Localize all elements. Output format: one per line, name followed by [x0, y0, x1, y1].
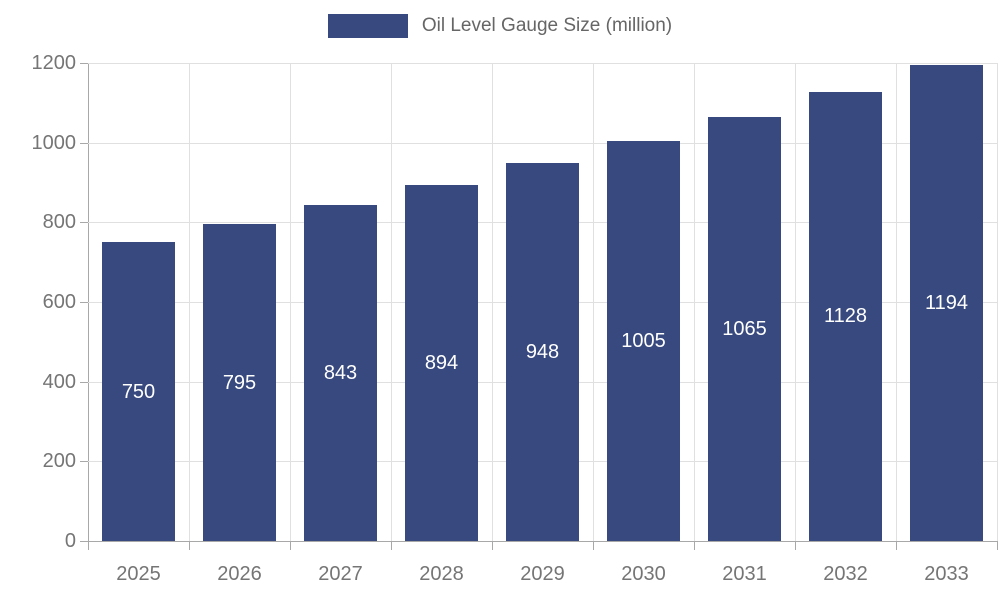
x-axis-tick	[391, 542, 392, 550]
bar-value-label: 843	[323, 362, 358, 385]
gridline-vertical	[997, 63, 998, 541]
bar-value-label: 795	[222, 371, 257, 394]
bar-value-label: 948	[525, 341, 560, 364]
legend-swatch	[327, 14, 408, 38]
gridline-vertical	[896, 63, 897, 541]
bar-value-label: 1005	[621, 329, 666, 352]
y-axis-tick-label: 1000	[31, 131, 77, 154]
y-axis-tick-label: 200	[42, 450, 76, 473]
bar-2032: 1128	[809, 91, 882, 541]
y-axis-tick	[80, 541, 88, 542]
bar-2026: 795	[203, 224, 276, 541]
gridline-vertical	[795, 63, 796, 541]
y-axis-line	[88, 63, 89, 549]
bar-value-label: 1065	[722, 317, 767, 340]
legend-item[interactable]: Oil Level Gauge Size (million)	[327, 14, 673, 38]
gridline-horizontal	[88, 63, 997, 64]
bar-value-label: 750	[121, 380, 156, 403]
bar-value-label: 1194	[924, 292, 968, 315]
y-axis-tick	[80, 142, 88, 144]
x-axis-tick-label: 2033	[924, 563, 969, 585]
gridline-vertical	[290, 63, 291, 541]
x-axis-tick	[593, 542, 594, 550]
bar-2028: 894	[405, 184, 478, 541]
bar-value-label: 1128	[823, 305, 867, 328]
y-axis-tick-label: 400	[42, 370, 76, 393]
x-axis-tick-label: 2028	[419, 563, 464, 585]
x-axis-tick-label: 2026	[217, 563, 262, 585]
gridline-vertical	[189, 63, 190, 541]
bar-2031: 1065	[708, 116, 781, 541]
chart-legend: Oil Level Gauge Size (million)	[0, 14, 1000, 38]
bar-2025: 750	[102, 242, 175, 541]
bar-2029: 948	[506, 163, 579, 541]
x-axis-tick	[896, 542, 897, 550]
x-axis-tick	[997, 542, 998, 550]
legend-label: Oil Level Gauge Size (million)	[421, 15, 673, 36]
bar-2033: 1194	[910, 65, 983, 541]
y-axis-tick-label: 800	[42, 211, 76, 234]
x-axis-tick-label: 2030	[621, 563, 666, 585]
y-axis-tick	[80, 381, 88, 383]
x-axis-tick	[492, 542, 493, 550]
x-axis-tick	[694, 542, 695, 550]
x-axis-tick	[189, 542, 190, 550]
x-axis-tick-label: 2032	[823, 563, 868, 585]
y-axis-tick-label: 600	[42, 291, 76, 313]
y-axis-tick	[80, 302, 88, 303]
gridline-vertical	[492, 63, 493, 541]
gridline-vertical	[694, 63, 695, 541]
bar-value-label: 894	[424, 351, 459, 374]
y-axis-tick-label: 0	[64, 530, 76, 552]
x-axis-line	[88, 541, 998, 542]
x-axis-tick	[290, 542, 291, 550]
y-axis-tick	[80, 63, 88, 64]
x-axis-tick-label: 2025	[116, 563, 161, 585]
gridline-horizontal	[88, 142, 997, 144]
x-axis-tick-label: 2031	[722, 563, 767, 585]
y-axis-tick-label: 1200	[31, 52, 77, 74]
bar-2027: 843	[304, 205, 377, 541]
plot-area: 750 795 843 894 948 1005 1065 1128 1194	[88, 63, 998, 541]
gridline-vertical	[593, 63, 594, 541]
gridline-vertical	[391, 63, 392, 541]
y-axis-tick	[80, 222, 88, 224]
bar-2030: 1005	[607, 140, 680, 541]
y-axis-tick	[80, 461, 88, 463]
x-axis-tick	[88, 542, 89, 550]
x-axis-tick	[795, 542, 796, 550]
x-axis-tick-label: 2029	[520, 563, 565, 585]
x-axis-tick-label: 2027	[318, 563, 363, 585]
